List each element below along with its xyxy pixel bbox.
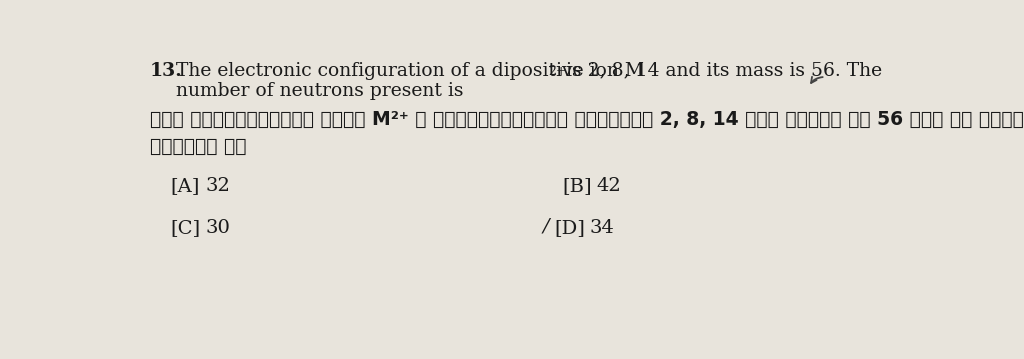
Text: 2+: 2+ xyxy=(548,65,566,78)
Text: সংখ্যা হব: সংখ্যা হব xyxy=(150,137,246,156)
Text: 42: 42 xyxy=(597,177,622,195)
Text: [C]: [C] xyxy=(171,219,201,237)
Text: is 2, 8, 14 and its mass is 56. The: is 2, 8, 14 and its mass is 56. The xyxy=(560,61,883,80)
Text: /: / xyxy=(543,217,549,235)
Text: 30: 30 xyxy=(206,219,230,237)
Text: এটা দ্বিধনাত্মক আয়ন M²⁺ ব ইলেক্ট্রনীয় বিন্যাস 2, 8, 14 আরক ইয়াব ভব 56 হলে এই : এটা দ্বিধনাত্মক আয়ন M²⁺ ব ইলেক্ট্রনীয় … xyxy=(150,110,1024,129)
Text: 13.: 13. xyxy=(150,61,182,80)
Text: [A]: [A] xyxy=(171,177,200,195)
Text: The electronic configuration of a dipositive ion M: The electronic configuration of a diposi… xyxy=(176,61,644,80)
Text: number of neutrons present is: number of neutrons present is xyxy=(176,82,464,101)
Text: [D]: [D] xyxy=(554,219,585,237)
Text: 32: 32 xyxy=(206,177,230,195)
Text: 34: 34 xyxy=(589,219,614,237)
Text: [B]: [B] xyxy=(562,177,592,195)
